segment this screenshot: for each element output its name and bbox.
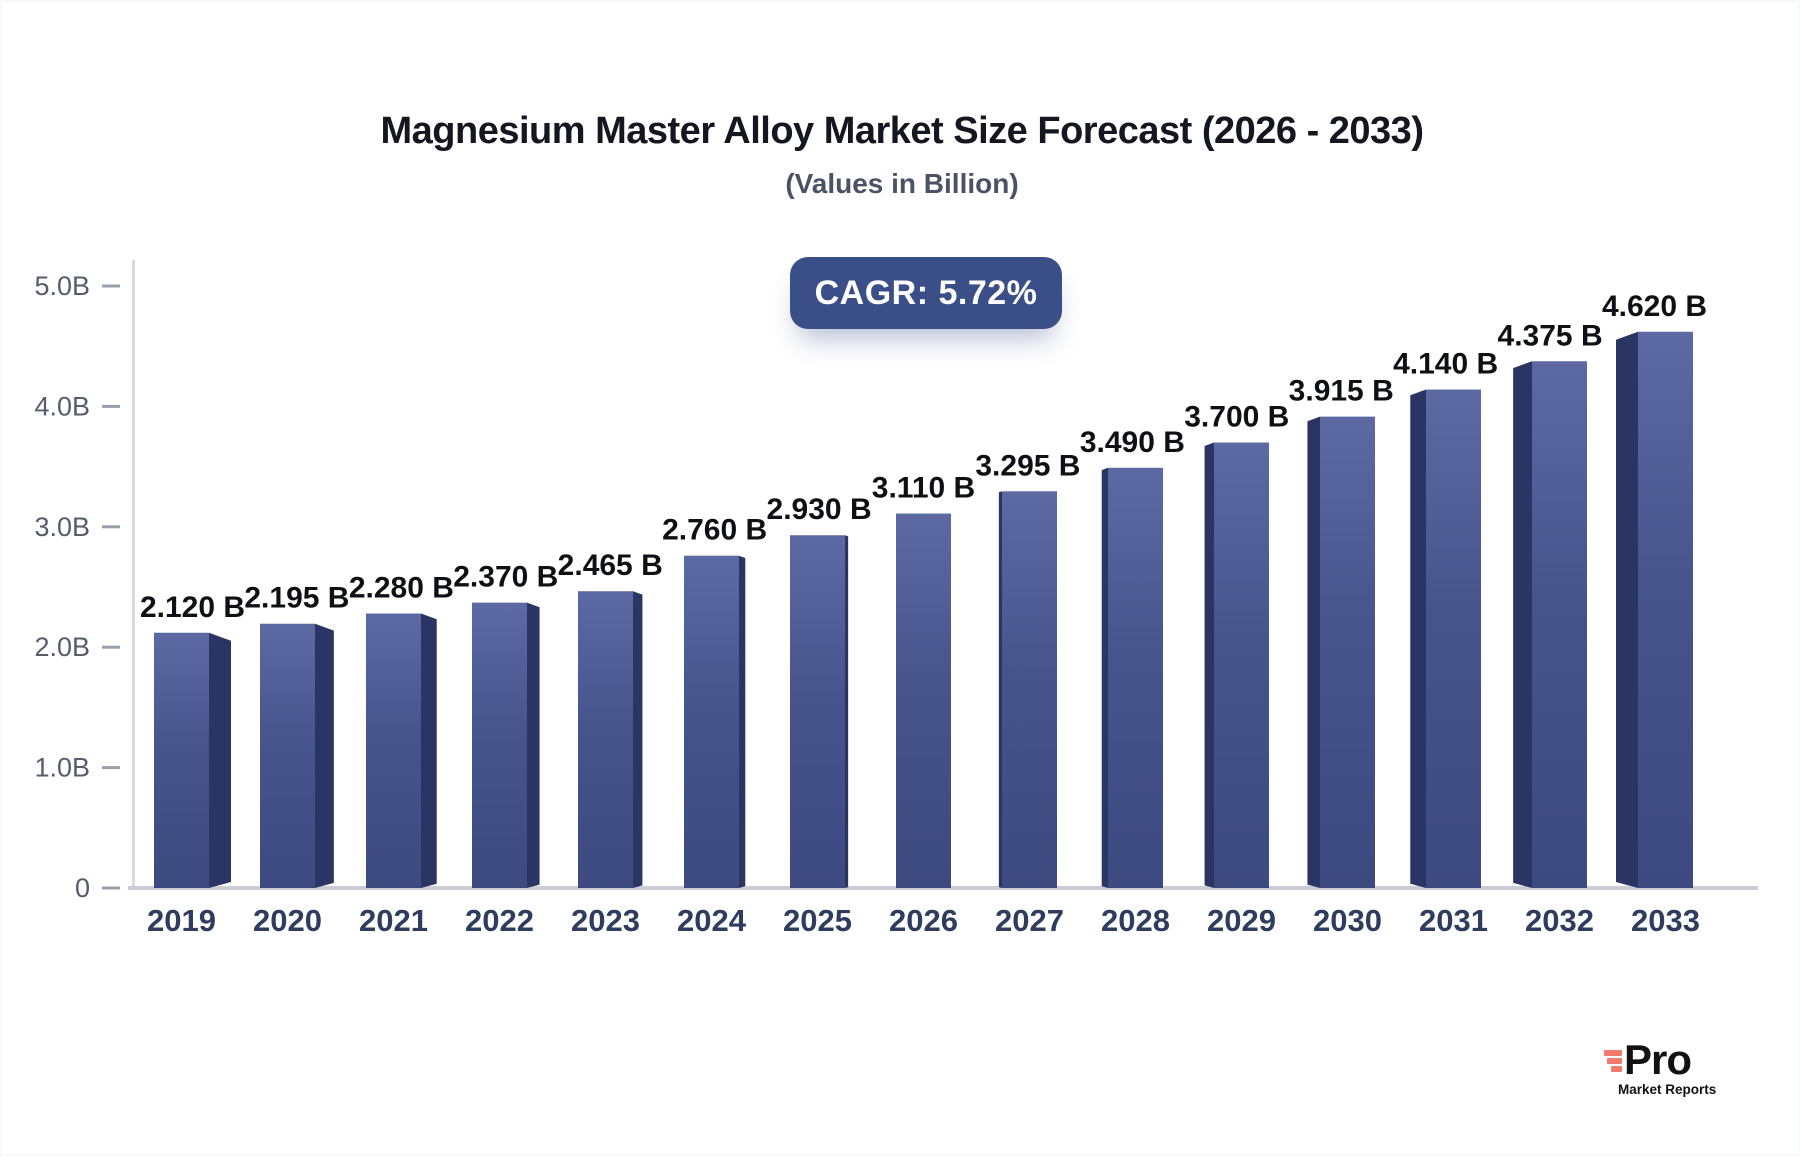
data-label-2022: 2.370 B — [453, 561, 558, 594]
y-axis-line — [132, 260, 135, 888]
data-label-2030: 3.915 B — [1289, 375, 1394, 408]
y-tick-label-5.0B: 5.0B — [34, 271, 90, 301]
y-tick-label-3.0B: 3.0B — [34, 512, 90, 542]
data-label-2020: 2.195 B — [244, 582, 349, 615]
bar-2031-side — [1410, 389, 1426, 888]
x-label-2022: 2022 — [465, 903, 534, 938]
logo-bars-icon — [1604, 1050, 1622, 1074]
data-label-2028: 3.490 B — [1080, 426, 1185, 459]
x-label-2032: 2032 — [1525, 903, 1594, 938]
x-label-2026: 2026 — [889, 903, 958, 938]
y-tick-label-4.0B: 4.0B — [34, 391, 90, 421]
data-label-2023: 2.465 B — [558, 549, 663, 582]
bar-2020-side — [315, 623, 334, 888]
data-label-2021: 2.280 B — [349, 571, 454, 604]
data-label-2025: 2.930 B — [767, 493, 872, 526]
x-label-2023: 2023 — [571, 903, 640, 938]
x-label-2027: 2027 — [995, 903, 1064, 938]
data-label-2019: 2.120 B — [140, 591, 245, 624]
chart-title: Magnesium Master Alloy Market Size Forec… — [380, 110, 1424, 152]
bar-2029 — [1214, 442, 1269, 888]
bar-2019 — [154, 632, 209, 888]
bar-2030 — [1320, 416, 1375, 888]
bar-2025 — [790, 535, 845, 888]
data-label-2029: 3.700 B — [1184, 401, 1289, 434]
bar-2021-side — [421, 613, 437, 888]
bar-2029-side — [1204, 442, 1214, 888]
x-label-2029: 2029 — [1207, 903, 1276, 938]
x-label-2019: 2019 — [147, 903, 216, 938]
bar-2032-side — [1513, 361, 1532, 888]
chart-subtitle: (Values in Billion) — [785, 168, 1019, 199]
data-label-2031: 4.140 B — [1393, 348, 1498, 381]
bar-2027 — [1002, 491, 1057, 888]
bar-2023-side — [633, 591, 643, 888]
y-tick-label-2.0B: 2.0B — [34, 632, 90, 662]
y-tick-2.0B — [102, 645, 120, 649]
y-tick-0 — [102, 886, 120, 890]
bar-2020 — [260, 623, 315, 888]
bar-2022 — [472, 602, 527, 888]
data-label-2027: 3.295 B — [975, 449, 1080, 482]
bar-2025-side — [845, 535, 849, 888]
cagr-badge: CAGR: 5.72% — [790, 257, 1062, 329]
bar-2033-side — [1616, 331, 1638, 888]
x-label-2025: 2025 — [783, 903, 852, 938]
bar-2019-side — [209, 632, 231, 888]
logo-name: Pro — [1624, 1036, 1692, 1083]
brand-logo: Pro Market Reports — [1604, 1036, 1764, 1097]
x-label-2030: 2030 — [1313, 903, 1382, 938]
bar-2024-side — [739, 555, 746, 888]
y-tick-5.0B — [102, 284, 120, 288]
y-tick-4.0B — [102, 404, 120, 408]
data-label-2032: 4.375 B — [1498, 319, 1603, 352]
bar-2031 — [1426, 389, 1481, 888]
y-tick-1.0B — [102, 766, 120, 770]
bar-2028-side — [1101, 467, 1108, 888]
data-label-2026: 3.110 B — [872, 472, 975, 505]
data-label-2024: 2.760 B — [662, 514, 767, 547]
x-label-2031: 2031 — [1419, 903, 1488, 938]
bar-2027-side — [998, 491, 1002, 888]
x-label-2024: 2024 — [677, 903, 747, 938]
y-tick-label-0: 0 — [75, 873, 90, 903]
bar-2024 — [684, 555, 739, 888]
bar-2032 — [1532, 361, 1587, 888]
bar-2030-side — [1307, 416, 1320, 888]
bar-2033 — [1638, 331, 1693, 888]
logo-tagline: Market Reports — [1618, 1082, 1717, 1097]
x-label-2021: 2021 — [359, 903, 428, 938]
bar-2021 — [366, 613, 421, 888]
x-label-2020: 2020 — [253, 903, 322, 938]
x-label-2028: 2028 — [1101, 903, 1170, 938]
data-label-2033: 4.620 B — [1602, 290, 1707, 323]
x-label-2033: 2033 — [1631, 903, 1700, 938]
y-tick-3.0B — [102, 525, 120, 529]
bar-2026 — [896, 513, 951, 888]
bar-2028 — [1108, 467, 1163, 888]
y-tick-label-1.0B: 1.0B — [34, 753, 90, 783]
cagr-badge-label: CAGR: 5.72% — [814, 273, 1038, 312]
bar-2023 — [578, 591, 633, 888]
bar-2022-side — [527, 602, 540, 888]
